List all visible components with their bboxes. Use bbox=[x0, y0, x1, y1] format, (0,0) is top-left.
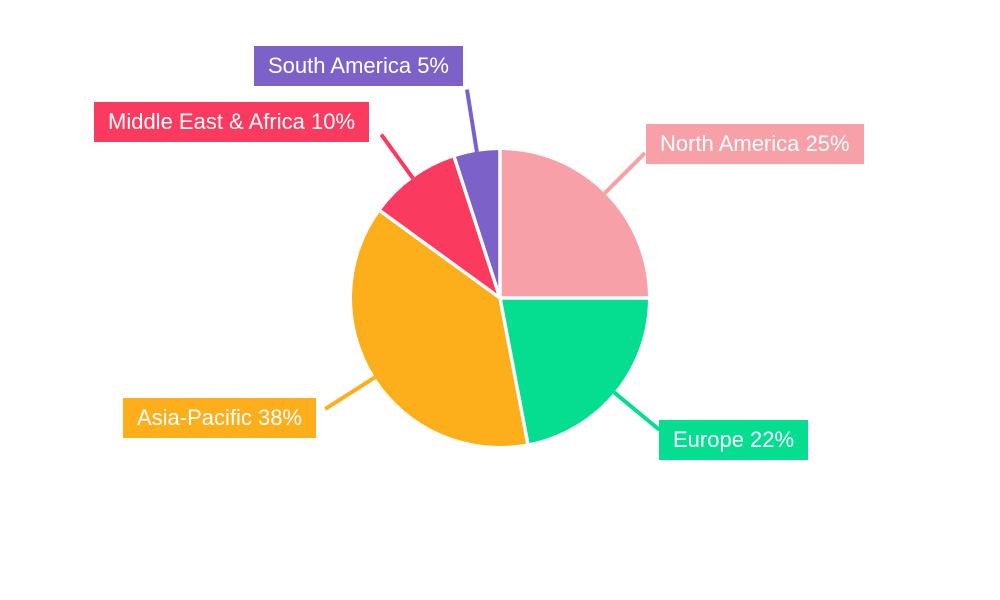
slice-label-europe: Europe 22% bbox=[659, 420, 809, 460]
leader-line-asia-pacific bbox=[324, 375, 377, 411]
pie-slice-asia-pacific bbox=[352, 211, 528, 446]
slice-label-north-america: North America 25% bbox=[646, 124, 864, 164]
pie-slice-europe bbox=[500, 298, 648, 444]
slice-label-south-america: South America 5% bbox=[254, 46, 463, 86]
leader-line-south-america bbox=[465, 89, 479, 153]
leader-line-europe bbox=[612, 390, 661, 432]
pie-slice-north-america bbox=[500, 150, 648, 298]
leader-line-middle-east-africa bbox=[379, 133, 415, 180]
leader-line-north-america bbox=[603, 151, 647, 195]
slice-label-middle-east-africa: Middle East & Africa 10% bbox=[94, 102, 370, 142]
slice-separator bbox=[452, 156, 502, 299]
slice-label-asia-pacific: Asia-Pacific 38% bbox=[123, 398, 317, 438]
pie-slice-middle-east-africa bbox=[380, 157, 500, 298]
slice-separator bbox=[498, 297, 530, 445]
slice-separator bbox=[378, 209, 502, 300]
